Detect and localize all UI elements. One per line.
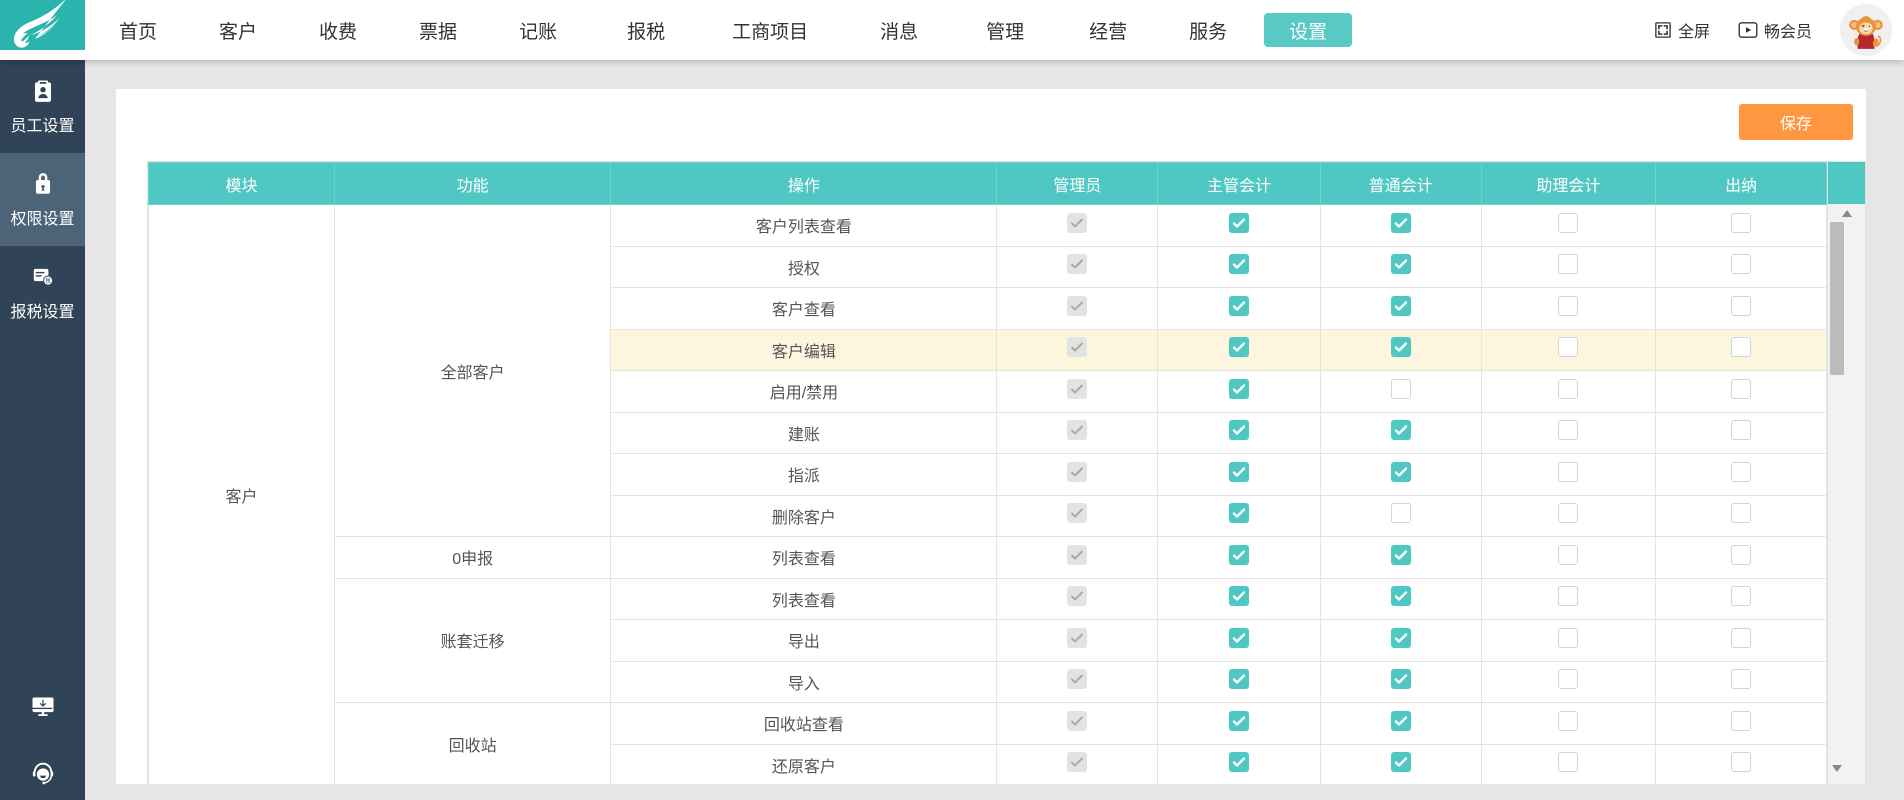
svg-text:税: 税 [45,277,50,284]
